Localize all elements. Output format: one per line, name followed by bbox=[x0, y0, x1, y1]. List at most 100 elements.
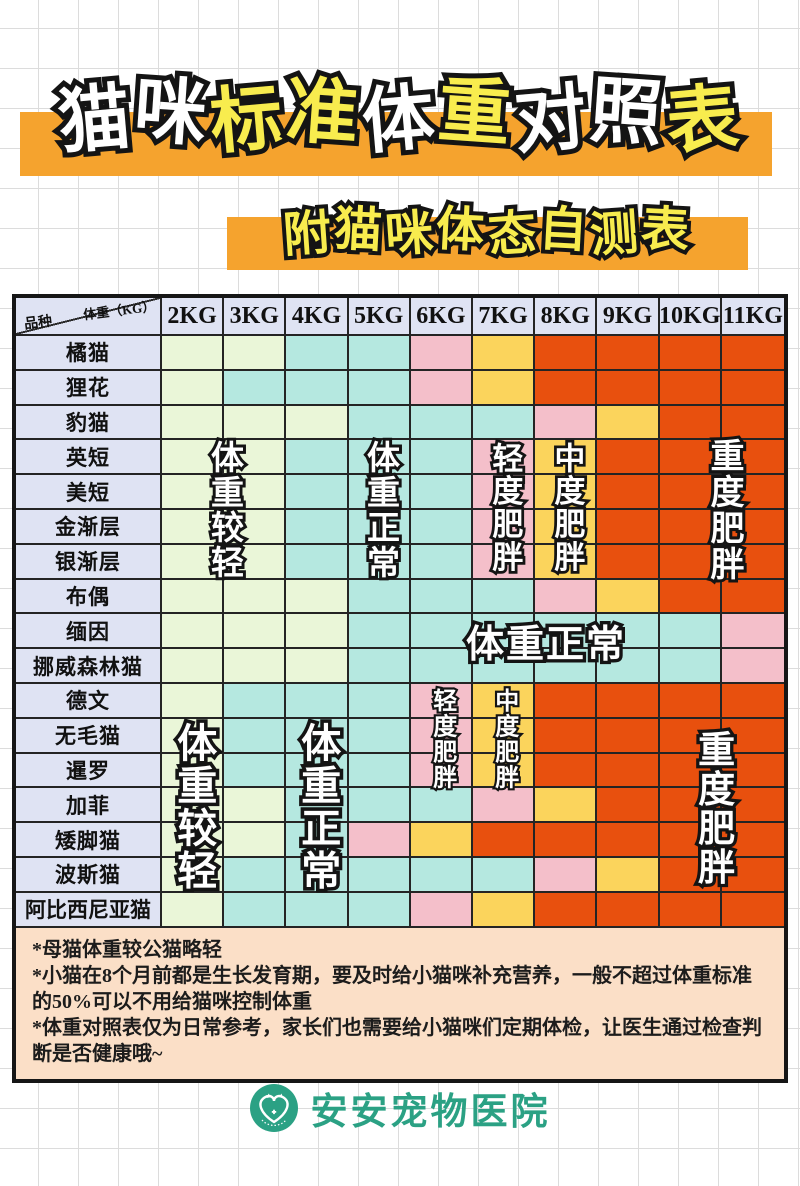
weight-status-cell bbox=[473, 440, 536, 476]
weight-status-cell bbox=[224, 857, 287, 893]
subtitle-char: 自 bbox=[533, 197, 595, 264]
weight-status-cell bbox=[286, 440, 349, 476]
weight-status-cell bbox=[535, 753, 598, 789]
weight-status-cell bbox=[597, 405, 660, 441]
subtitle-char: 咪 bbox=[380, 200, 443, 267]
weight-status-cell bbox=[659, 892, 722, 928]
weight-status-cell bbox=[286, 614, 349, 650]
weight-status-cell bbox=[224, 683, 287, 719]
weight-status-cell bbox=[473, 509, 536, 545]
weight-status-cell bbox=[597, 857, 660, 893]
title-char: 准 bbox=[278, 62, 370, 161]
weight-status-cell bbox=[162, 370, 225, 406]
title-char: 标 bbox=[202, 69, 295, 169]
subtitle-char: 附 bbox=[278, 200, 341, 267]
weight-status-cell bbox=[597, 370, 660, 406]
weight-status-cell bbox=[597, 509, 660, 545]
weight-status-cell bbox=[659, 614, 722, 650]
weight-status-cell bbox=[224, 788, 287, 824]
weight-status-cell bbox=[535, 683, 598, 719]
weight-status-cell bbox=[597, 753, 660, 789]
weight-status-cell bbox=[162, 823, 225, 858]
breed-name-cell: 加菲 bbox=[16, 788, 162, 824]
weight-status-cell bbox=[721, 614, 784, 650]
weight-status-cell bbox=[410, 683, 473, 719]
weight-status-cell bbox=[473, 405, 536, 441]
weight-status-cell bbox=[535, 509, 598, 545]
weight-status-cell bbox=[286, 683, 349, 719]
weight-status-cell bbox=[410, 649, 473, 684]
weight-status-cell bbox=[410, 892, 473, 928]
weight-status-cell bbox=[659, 405, 722, 441]
weight-status-cell bbox=[348, 405, 411, 441]
weight-status-cell bbox=[348, 579, 411, 615]
weight-status-cell bbox=[721, 857, 784, 893]
breed-name-cell: 德文 bbox=[16, 683, 162, 719]
weight-status-cell bbox=[348, 544, 411, 580]
weight-status-cell bbox=[224, 649, 287, 684]
weight-status-cell bbox=[597, 788, 660, 824]
weight-status-cell bbox=[286, 370, 349, 406]
title-char: 咪 bbox=[126, 62, 218, 161]
weight-status-cell bbox=[286, 788, 349, 824]
breed-name-cell: 英短 bbox=[16, 440, 162, 476]
subtitle-char: 体 bbox=[431, 197, 493, 264]
weight-status-cell bbox=[410, 475, 473, 510]
weight-status-cell bbox=[224, 823, 287, 858]
weight-status-cell bbox=[535, 823, 598, 858]
weight-status-cell bbox=[348, 823, 411, 858]
corner-breed-label: 品种 bbox=[23, 314, 53, 333]
weight-status-cell bbox=[162, 475, 225, 510]
weight-status-cell bbox=[597, 683, 660, 719]
column-header: 9KG bbox=[597, 298, 660, 336]
column-header: 4KG bbox=[286, 298, 349, 336]
weight-status-cell bbox=[597, 475, 660, 510]
column-header: 8KG bbox=[535, 298, 598, 336]
column-header: 3KG bbox=[224, 298, 287, 336]
weight-status-cell bbox=[473, 614, 536, 650]
subtitle-accent-bar bbox=[227, 217, 748, 270]
table-corner-cell: 体重（KG） 品种 bbox=[16, 298, 162, 336]
weight-status-cell bbox=[659, 649, 722, 684]
weight-status-cell bbox=[286, 857, 349, 893]
title-char: 对 bbox=[506, 69, 599, 169]
weight-status-cell bbox=[286, 509, 349, 545]
weight-status-cell bbox=[473, 683, 536, 719]
weight-status-cell bbox=[224, 614, 287, 650]
page-subtitle: 附猫咪体态自测表 bbox=[227, 196, 748, 268]
subtitle-char: 表 bbox=[635, 197, 697, 264]
weight-status-cell bbox=[535, 475, 598, 510]
weight-status-cell bbox=[224, 440, 287, 476]
column-header: 5KG bbox=[348, 298, 411, 336]
weight-status-cell bbox=[597, 823, 660, 858]
weight-status-cell bbox=[348, 509, 411, 545]
weight-status-cell bbox=[721, 579, 784, 615]
weight-status-cell bbox=[659, 823, 722, 858]
breed-name-cell: 缅因 bbox=[16, 614, 162, 650]
weight-status-cell bbox=[473, 788, 536, 824]
weight-status-cell bbox=[224, 370, 287, 406]
weight-status-cell bbox=[473, 579, 536, 615]
weight-status-cell bbox=[535, 336, 598, 371]
weight-status-cell bbox=[162, 718, 225, 754]
weight-status-cell bbox=[659, 683, 722, 719]
weight-status-cell bbox=[286, 892, 349, 928]
weight-status-cell bbox=[224, 718, 287, 754]
weight-status-cell bbox=[224, 544, 287, 580]
title-char: 猫 bbox=[50, 69, 143, 169]
weight-status-cell bbox=[597, 440, 660, 476]
weight-status-cell bbox=[162, 857, 225, 893]
weight-status-cell bbox=[721, 823, 784, 858]
weight-status-cell bbox=[410, 440, 473, 476]
title-char: 照 bbox=[582, 62, 674, 161]
weight-status-cell bbox=[473, 753, 536, 789]
title-char: 表 bbox=[658, 69, 751, 169]
table-grid: 体重（KG） 品种 2KG 3KG 4KG 5KG 6KG 7KG 8KG 9KG 10KG 11… bbox=[16, 298, 784, 928]
breed-name-cell: 矮脚猫 bbox=[16, 823, 162, 858]
weight-status-cell bbox=[659, 718, 722, 754]
title-char: 体 bbox=[354, 69, 447, 169]
weight-status-cell bbox=[721, 475, 784, 510]
weight-status-cell bbox=[535, 370, 598, 406]
notes: *母猫体重较公猫略轻 *小猫在8个月前都是生长发育期，要及时给小猫咪补充营养，一般… bbox=[16, 927, 784, 1079]
weight-status-cell bbox=[721, 683, 784, 719]
